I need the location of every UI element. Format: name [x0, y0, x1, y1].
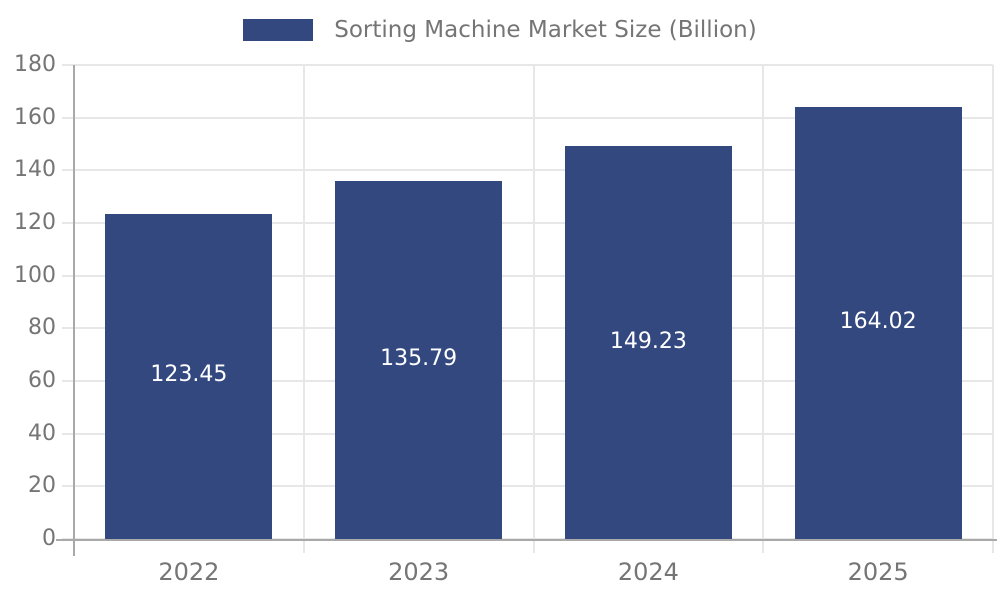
- y-tick-label: 120: [14, 210, 56, 235]
- y-axis-line: [73, 65, 75, 556]
- y-gridline: [62, 432, 993, 435]
- x-gridline: [302, 65, 305, 553]
- x-gridline: [762, 65, 765, 553]
- bar-2022: [105, 213, 273, 539]
- bar-value-label: 164.02: [839, 309, 917, 335]
- y-tick-label: 140: [14, 157, 56, 183]
- legend-swatch: [243, 19, 314, 41]
- y-tick-label: 100: [14, 262, 56, 288]
- bar-2024: [564, 146, 732, 539]
- x-tick-label: 2022: [158, 558, 220, 586]
- x-axis-line: [56, 539, 997, 541]
- y-tick-label: 60: [28, 368, 56, 393]
- bar-value-label: 123.45: [150, 362, 228, 388]
- x-tick-label: 2025: [847, 558, 909, 586]
- y-tick-label: 80: [28, 315, 56, 341]
- legend: Sorting Machine Market Size (Billion): [0, 17, 1000, 43]
- bar-value-label: 149.23: [609, 328, 687, 354]
- y-gridline: [62, 116, 993, 119]
- legend-label: Sorting Machine Market Size (Billion): [334, 17, 757, 43]
- y-gridline: [62, 222, 993, 224]
- x-gridline: [532, 65, 535, 553]
- y-tick-label: 0: [42, 526, 56, 551]
- y-tick-label: 40: [28, 420, 56, 446]
- y-gridline: [62, 380, 993, 382]
- bar-2025: [794, 107, 962, 539]
- y-gridline: [62, 327, 993, 330]
- bar-value-label: 135.79: [380, 346, 458, 372]
- y-tick-label: 20: [28, 473, 56, 499]
- x-gridline: [992, 65, 994, 553]
- y-tick-label: 180: [14, 52, 56, 77]
- y-gridline: [62, 169, 993, 172]
- y-gridline: [62, 485, 993, 488]
- x-tick-label: 2024: [617, 558, 679, 586]
- x-tick-label: 2023: [388, 558, 450, 586]
- y-gridline: [62, 274, 993, 277]
- y-tick-label: 160: [14, 104, 56, 130]
- bar-2023: [335, 181, 503, 539]
- y-gridline: [62, 64, 993, 66]
